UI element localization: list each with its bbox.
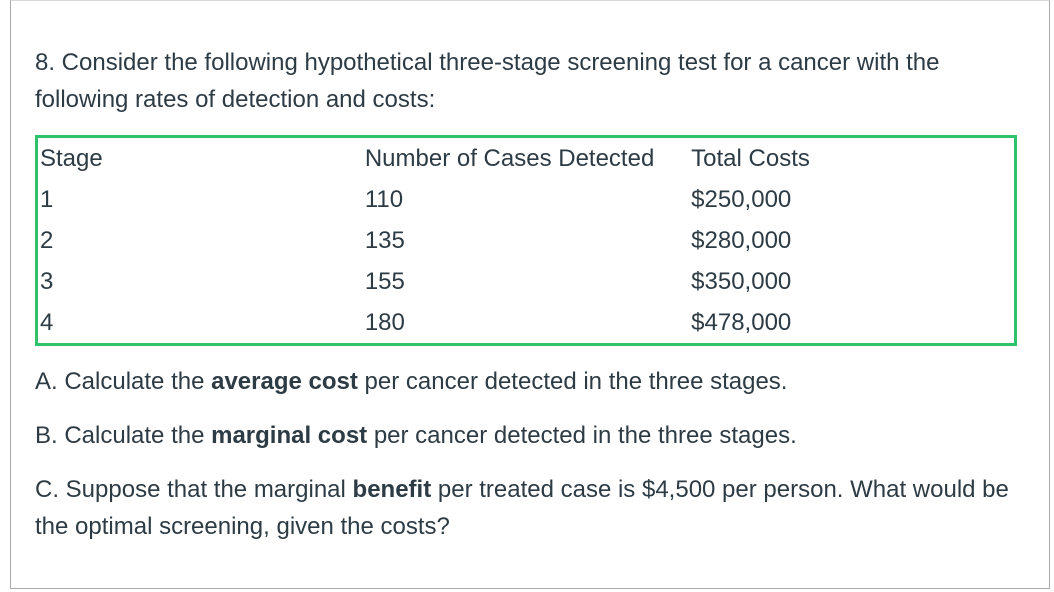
part-a-prefix: A. Calculate the xyxy=(35,368,212,395)
table-cell: $350,000 xyxy=(691,268,792,295)
question-intro: 8. Consider the following hypothetical t… xyxy=(35,49,940,113)
table-cell: 4 xyxy=(40,309,54,336)
table-cell: $280,000 xyxy=(691,227,792,254)
table-row: 2 135 $280,000 xyxy=(37,220,1016,261)
part-a-suffix: per cancer detected in the three stages. xyxy=(357,368,788,395)
part-b-suffix: per cancer detected in the three stages. xyxy=(367,422,797,449)
part-c-emphasis: benefit xyxy=(352,476,432,503)
quiz-question-panel: 8. Consider the following hypothetical t… xyxy=(10,0,1050,589)
table-cell: $250,000 xyxy=(691,186,792,213)
table-cell: 1 xyxy=(40,186,54,213)
part-a-emphasis: average cost xyxy=(211,368,358,395)
table-row: 3 155 $350,000 xyxy=(37,261,1016,302)
table-header-cell: Stage xyxy=(40,145,103,172)
part-c-suffix: per treated case is $4,500 per person. W… xyxy=(35,476,1009,540)
question-part-a: A. Calculate the average cost per cancer… xyxy=(35,363,1025,400)
table-header-row: Stage Number of Cases Detected Total Costs xyxy=(37,137,1016,180)
table-cell: 180 xyxy=(364,309,405,336)
question-part-b: B. Calculate the marginal cost per cance… xyxy=(35,417,1025,454)
part-b-emphasis: marginal cost xyxy=(211,422,368,449)
table-header-cell: Total Costs xyxy=(691,145,810,172)
table-cell: $478,000 xyxy=(691,309,792,336)
part-b-prefix: B. Calculate the xyxy=(35,422,212,449)
screening-table: Stage Number of Cases Detected Total Costs… xyxy=(35,135,1017,346)
table-header-cell: Number of Cases Detected xyxy=(364,145,655,172)
table-cell: 155 xyxy=(364,268,405,295)
screening-table-body: Stage Number of Cases Detected Total Costs… xyxy=(37,137,1016,345)
part-c-prefix: C. Suppose that the marginal xyxy=(35,476,353,503)
table-cell: 3 xyxy=(40,268,54,295)
table-cell: 110 xyxy=(364,186,404,213)
table-row: 4 180 $478,000 xyxy=(37,302,1016,345)
table-row: 1 110 $250,000 xyxy=(37,179,1016,220)
table-cell: 135 xyxy=(364,227,405,254)
question-part-c: C. Suppose that the marginal benefit per… xyxy=(35,471,1025,545)
table-cell: 2 xyxy=(40,227,54,254)
